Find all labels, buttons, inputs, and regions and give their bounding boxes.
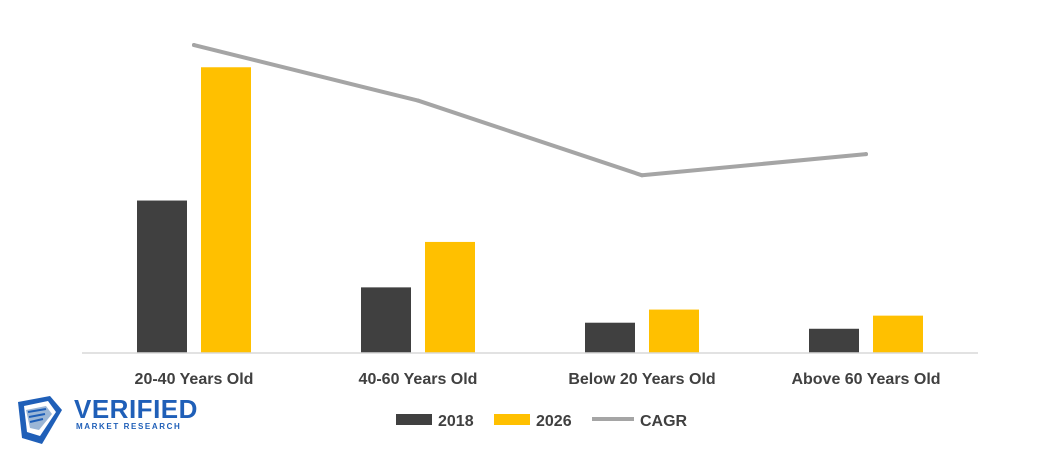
x-tick-label-3: Above 60 Years Old	[791, 371, 940, 388]
bar-2026-1	[425, 241, 475, 353]
x-tick-label-1: 40-60 Years Old	[359, 371, 478, 388]
bars	[137, 67, 923, 353]
bar-2018-3	[809, 328, 859, 353]
legend-swatch-2026	[494, 414, 530, 425]
point-CAGR-0	[192, 43, 196, 48]
point-CAGR-1	[416, 98, 420, 103]
legend: 2018 2026 CAGR	[396, 413, 688, 430]
legend-label-2018: 2018	[438, 413, 474, 430]
x-tick-label-2: Below 20 Years Old	[568, 371, 715, 388]
bar-2026-0	[201, 67, 251, 353]
verified-market-research-logo: VERIFIED MARKET RESEARCH	[12, 388, 197, 448]
legend-swatch-2018	[396, 414, 432, 425]
logo-emblem-icon	[18, 396, 62, 444]
logo-sub-text: MARKET RESEARCH	[76, 422, 182, 431]
bar-2018-2	[585, 322, 635, 353]
bar-2026-2	[649, 309, 699, 353]
legend-label-CAGR: CAGR	[640, 413, 688, 430]
bar-2018-0	[137, 200, 187, 353]
x-tick-labels: 20-40 Years Old 40-60 Years Old Below 20 Y…	[135, 371, 941, 388]
point-CAGR-3	[864, 152, 868, 157]
line-CAGR	[192, 43, 868, 178]
x-tick-label-0: 20-40 Years Old	[135, 371, 254, 388]
cagr-line-group	[192, 43, 868, 178]
point-CAGR-2	[640, 173, 644, 178]
logo-brand-text: VERIFIED	[74, 394, 198, 424]
bar-2026-3	[873, 315, 923, 353]
bar-2018-1	[361, 287, 411, 353]
legend-label-2026: 2026	[536, 413, 572, 430]
